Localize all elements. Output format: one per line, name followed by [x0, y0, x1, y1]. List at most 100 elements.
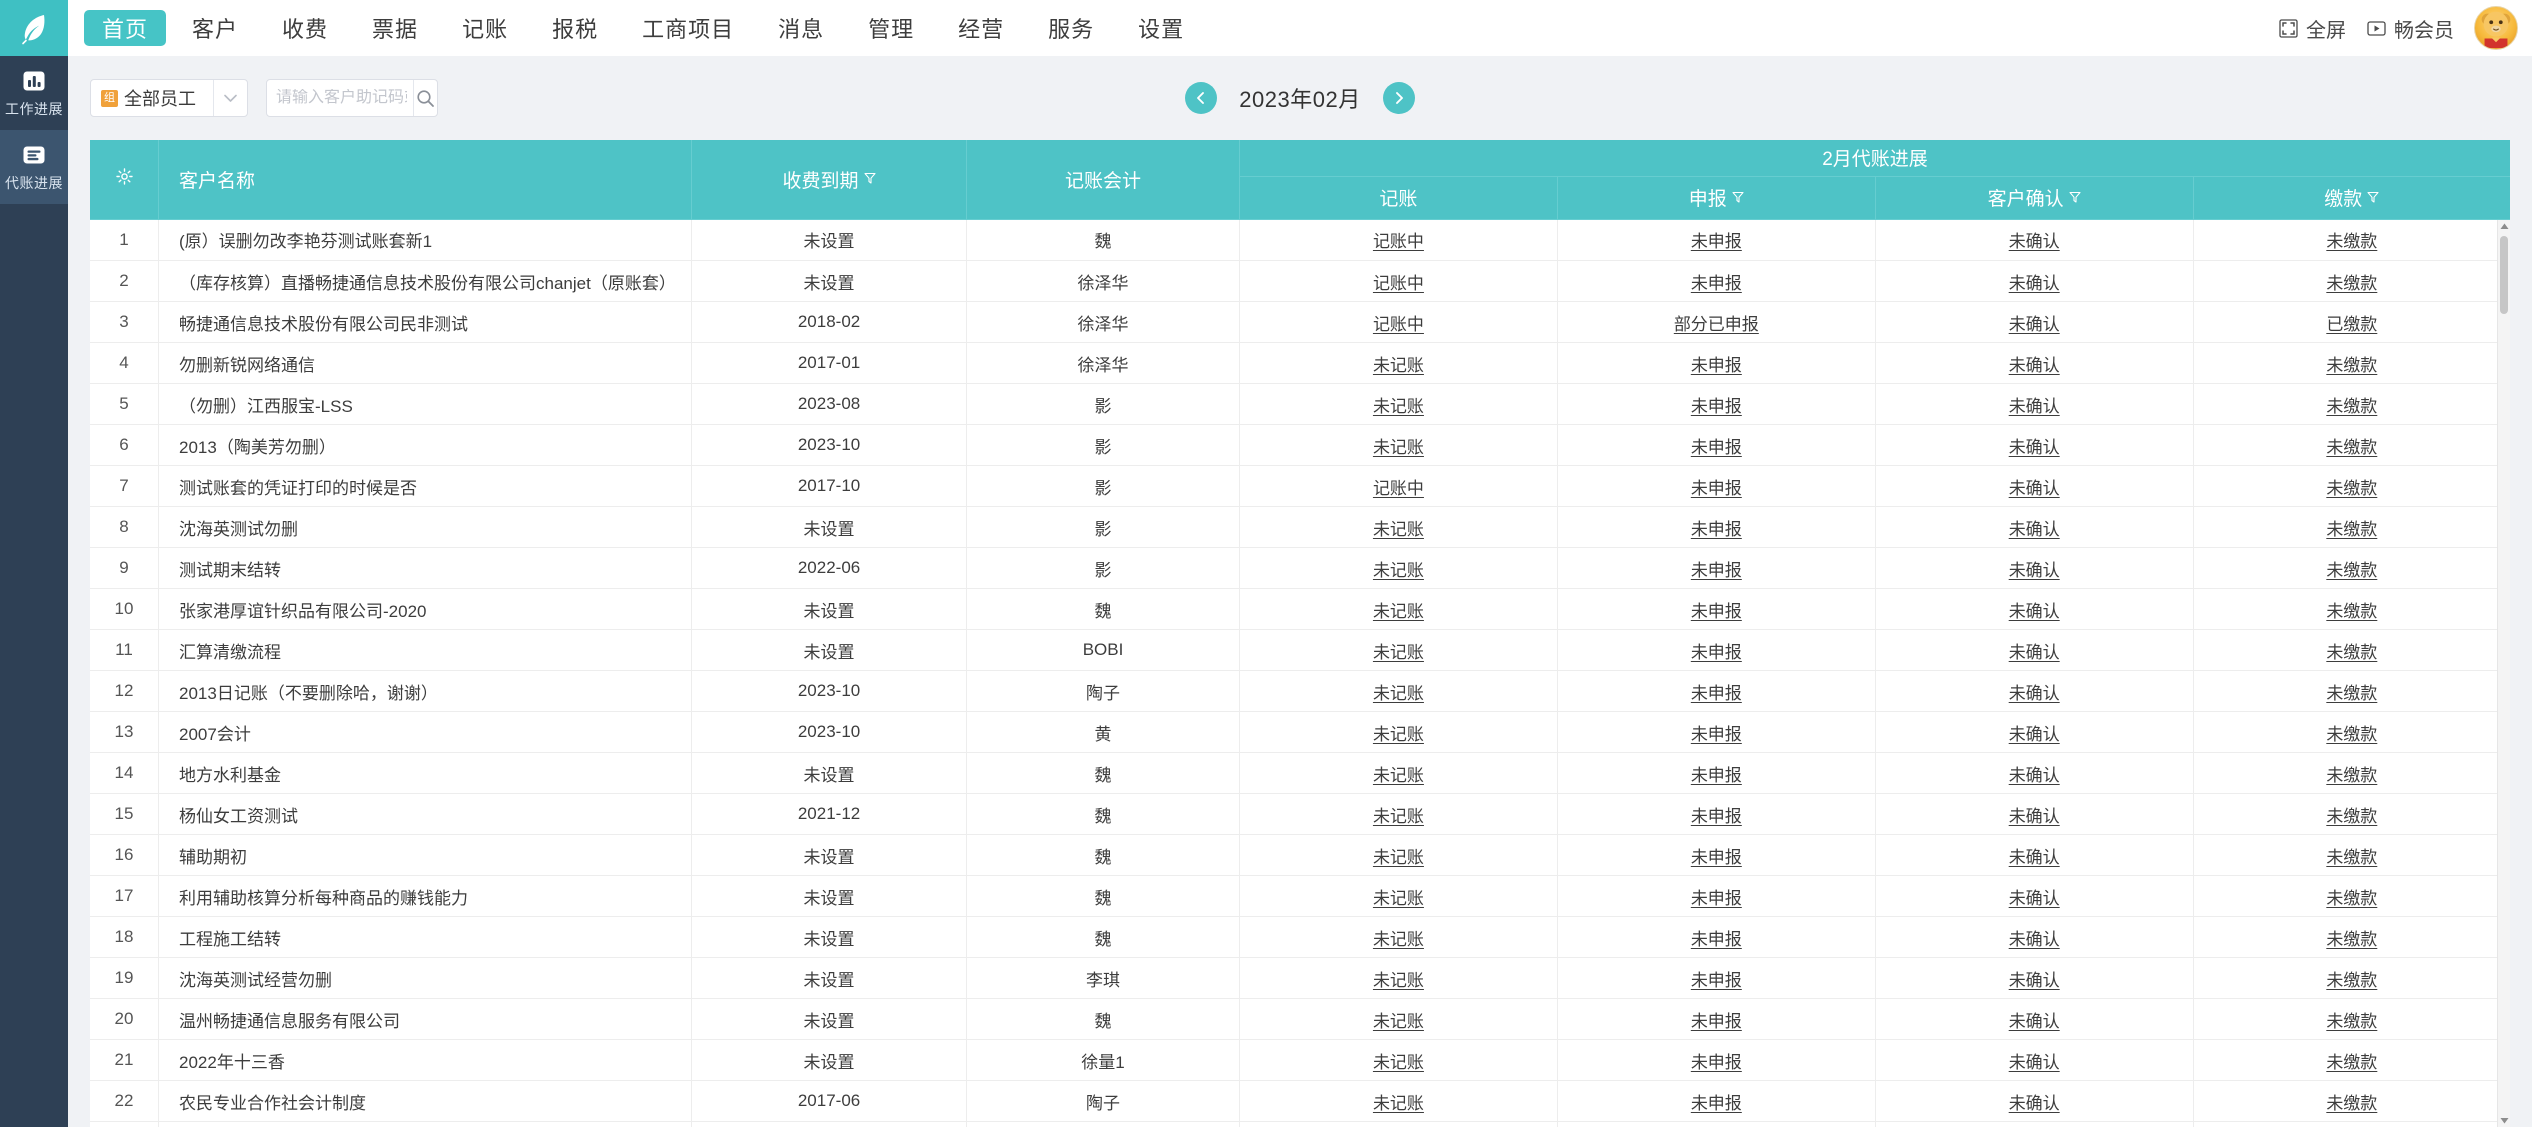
confirm-status-link[interactable]: 未确认 [2008, 724, 2060, 744]
payment-status-link[interactable]: 未缴款 [2326, 1011, 2378, 1031]
confirm-status-link[interactable]: 未确认 [2008, 847, 2060, 867]
confirm-status-link[interactable]: 未确认 [2008, 437, 2060, 457]
nav-item-bookkeeping[interactable]: 记账 [440, 0, 530, 56]
table-row[interactable]: 10 张家港厚谊针织品有限公司-2020 未设置魏 未记账 未申报 未确认 未缴款 [90, 588, 2510, 630]
next-month-button[interactable] [1382, 82, 1415, 114]
column-header-settings[interactable] [90, 140, 159, 220]
bookkeeping-status-link[interactable]: 未记账 [1372, 601, 1424, 621]
bookkeeping-status-link[interactable]: 未记账 [1372, 396, 1424, 416]
declare-status-link[interactable]: 未申报 [1690, 888, 1742, 908]
customer-name-cell[interactable]: 温州畅捷通信息服务有限公司 [158, 998, 693, 1040]
table-row[interactable]: 20 温州畅捷通信息服务有限公司 未设置魏 未记账 未申报 未确认 未缴款 [90, 998, 2510, 1040]
bookkeeping-status-link[interactable]: 未记账 [1372, 355, 1424, 375]
bookkeeping-status-link[interactable]: 记账中 [1372, 273, 1424, 293]
bookkeeping-status-link[interactable]: 记账中 [1372, 232, 1424, 252]
customer-name-cell[interactable]: 工会会计制度 [158, 1121, 693, 1127]
confirm-status-link[interactable]: 未确认 [2008, 314, 2060, 334]
table-row[interactable]: 4 勿删新锐网络通信 2017-01 徐泽华 未记账 未申报 未确认 未缴款 [90, 342, 2510, 384]
customer-name-cell[interactable]: 利用辅助核算分析每种商品的赚钱能力 [158, 875, 693, 917]
bookkeeping-status-link[interactable]: 未记账 [1372, 724, 1424, 744]
bookkeeping-status-link[interactable]: 未记账 [1372, 765, 1424, 785]
employee-filter-select[interactable]: 组 全部员工 [90, 79, 248, 117]
customer-name-cell[interactable]: 工程施工结转 [158, 916, 693, 958]
bookkeeping-status-link[interactable]: 未记账 [1372, 560, 1424, 580]
app-logo[interactable] [0, 0, 68, 56]
column-header-bookkeeping[interactable]: 记账 [1239, 176, 1558, 220]
member-button[interactable]: 畅会员 [2366, 14, 2454, 43]
table-row[interactable]: 7 测试账套的凭证打印的时候是否 2017-10 影 记账中 未申报 未确认 未缴款 [90, 465, 2510, 507]
customer-name-cell[interactable]: 畅捷通信息技术股份有限公司民非测试 [158, 301, 693, 343]
customer-name-cell[interactable]: 沈海英测试勿删 [158, 506, 693, 548]
declare-status-link[interactable]: 未申报 [1690, 560, 1742, 580]
gear-icon[interactable] [115, 168, 133, 191]
user-avatar[interactable] [2474, 6, 2518, 50]
nav-item-invoices[interactable]: 票据 [350, 0, 440, 56]
bookkeeping-status-link[interactable]: 未记账 [1372, 847, 1424, 867]
declare-status-link[interactable]: 未申报 [1690, 642, 1742, 662]
table-row[interactable]: 18 工程施工结转 未设置魏 未记账 未申报 未确认 未缴款 [90, 916, 2510, 958]
payment-status-link[interactable]: 未缴款 [2326, 519, 2378, 539]
declare-status-link[interactable]: 未申报 [1690, 724, 1742, 744]
nav-item-management[interactable]: 管理 [846, 0, 936, 56]
caret-down-icon[interactable] [2500, 1113, 2509, 1127]
fullscreen-button[interactable]: 全屏 [2278, 14, 2346, 43]
filter-icon[interactable] [2069, 187, 2081, 209]
payment-status-link[interactable]: 未缴款 [2326, 560, 2378, 580]
bookkeeping-status-link[interactable]: 未记账 [1372, 929, 1424, 949]
confirm-status-link[interactable]: 未确认 [2008, 560, 2060, 580]
filter-icon[interactable] [863, 168, 876, 190]
payment-status-link[interactable]: 未缴款 [2326, 437, 2378, 457]
prev-month-button[interactable] [1185, 82, 1218, 114]
declare-status-link[interactable]: 未申报 [1690, 437, 1742, 457]
confirm-status-link[interactable]: 未确认 [2008, 1052, 2060, 1072]
sidebar-item-work-progress[interactable]: 工作进展 [0, 56, 68, 130]
search-icon[interactable] [412, 80, 437, 116]
declare-status-link[interactable]: 未申报 [1690, 1093, 1742, 1113]
table-row[interactable]: 12 2013日记账（不要删除哈，谢谢） 2023-10 陶子 未记账 未申报 未确认 未缴款 [90, 670, 2510, 712]
bookkeeping-status-link[interactable]: 未记账 [1372, 683, 1424, 703]
payment-status-link[interactable]: 未缴款 [2326, 601, 2378, 621]
confirm-status-link[interactable]: 未确认 [2008, 273, 2060, 293]
nav-item-home[interactable]: 首页 [84, 10, 167, 46]
customer-name-cell[interactable]: （勿删）江西服宝-LSS [158, 383, 693, 425]
table-row[interactable]: 1 (原）误删勿改李艳芬测试账套新1 未设置魏 记账中 未申报 未确认 未缴款 [90, 219, 2510, 261]
bookkeeping-status-link[interactable]: 未记账 [1372, 1011, 1424, 1031]
payment-status-link[interactable]: 未缴款 [2326, 806, 2378, 826]
confirm-status-link[interactable]: 未确认 [2008, 1093, 2060, 1113]
payment-status-link[interactable]: 未缴款 [2326, 1052, 2378, 1072]
table-row[interactable]: 15 杨仙女工资测试 2021-12 魏 未记账 未申报 未确认 未缴款 [90, 793, 2510, 835]
customer-name-cell[interactable]: 农民专业合作社会计制度 [158, 1080, 693, 1122]
payment-status-link[interactable]: 未缴款 [2326, 232, 2378, 252]
customer-name-cell[interactable]: 测试期末结转 [158, 547, 693, 589]
table-row[interactable]: 17 利用辅助核算分析每种商品的赚钱能力 未设置魏 未记账 未申报 未确认 未缴款 [90, 875, 2510, 917]
table-row[interactable]: 11 汇算清缴流程 未设置 BOBI 未记账 未申报 未确认 未缴款 [90, 629, 2510, 671]
payment-status-link[interactable]: 未缴款 [2326, 642, 2378, 662]
confirm-status-link[interactable]: 未确认 [2008, 806, 2060, 826]
declare-status-link[interactable]: 未申报 [1690, 232, 1742, 252]
table-row[interactable]: 21 2022年十三香 未设置 徐量1 未记账 未申报 未确认 未缴款 [90, 1039, 2510, 1081]
customer-name-cell[interactable]: （库存核算）直播畅捷通信息技术股份有限公司chanjet（原账套） [158, 260, 693, 302]
customer-name-cell[interactable]: 2022年十三香 [158, 1039, 693, 1081]
declare-status-link[interactable]: 未申报 [1690, 478, 1742, 498]
scrollbar-thumb[interactable] [2500, 235, 2508, 314]
customer-name-cell[interactable]: 张家港厚谊针织品有限公司-2020 [158, 588, 693, 630]
customer-name-cell[interactable]: 辅助期初 [158, 834, 693, 876]
nav-item-charges[interactable]: 收费 [260, 0, 350, 56]
declare-status-link[interactable]: 未申报 [1690, 601, 1742, 621]
table-row[interactable]: 13 2007会计 2023-10 黄 未记账 未申报 未确认 未缴款 [90, 711, 2510, 753]
chevron-down-icon[interactable] [213, 80, 247, 116]
payment-status-link[interactable]: 未缴款 [2326, 970, 2378, 990]
table-row[interactable]: 22 农民专业合作社会计制度 2017-06 陶子 未记账 未申报 未确认 未缴款 [90, 1080, 2510, 1122]
payment-status-link[interactable]: 未缴款 [2326, 396, 2378, 416]
table-row[interactable]: 14 地方水利基金 未设置魏 未记账 未申报 未确认 未缴款 [90, 752, 2510, 794]
bookkeeping-status-link[interactable]: 未记账 [1372, 642, 1424, 662]
payment-status-link[interactable]: 未缴款 [2326, 273, 2378, 293]
bookkeeping-status-link[interactable]: 记账中 [1372, 314, 1424, 334]
table-row[interactable]: 9 测试期末结转 2022-06 影 未记账 未申报 未确认 未缴款 [90, 547, 2510, 589]
declare-status-link[interactable]: 部分已申报 [1673, 314, 1759, 334]
payment-status-link[interactable]: 已缴款 [2326, 314, 2378, 334]
payment-status-link[interactable]: 未缴款 [2326, 355, 2378, 375]
confirm-status-link[interactable]: 未确认 [2008, 478, 2060, 498]
table-body-scroll-area[interactable]: 1 (原）误删勿改李艳芬测试账套新1 未设置魏记账中 未申报 未确认 未缴款 2 （库存核算）… [90, 219, 2510, 1127]
declare-status-link[interactable]: 未申报 [1690, 683, 1742, 703]
